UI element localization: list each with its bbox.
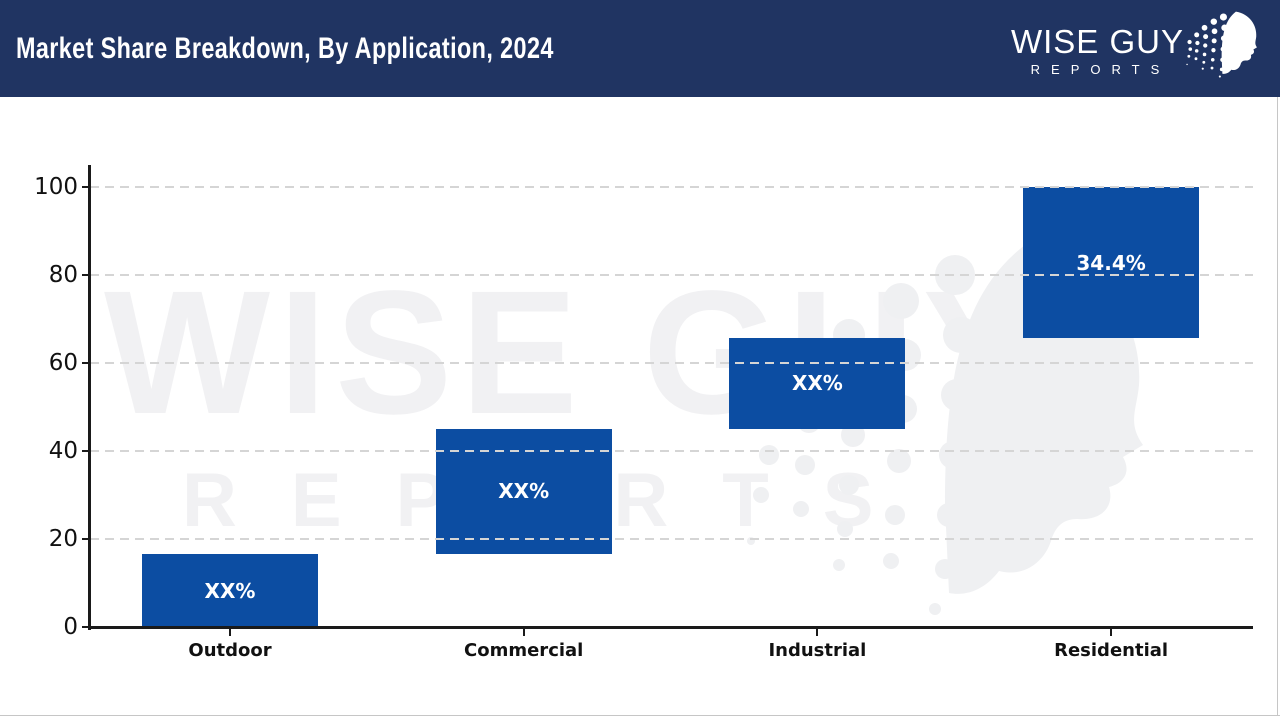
logo-head-dots-icon xyxy=(1186,11,1257,78)
x-tickmark-outdoor xyxy=(229,629,231,636)
y-tickmark-80 xyxy=(82,274,90,276)
y-tickmark-60 xyxy=(82,362,90,364)
bar-value-label-commercial: XX% xyxy=(498,479,550,504)
page-border-bottom xyxy=(0,715,1280,716)
y-tickmark-20 xyxy=(82,538,90,540)
bar-value-label-residential: 34.4% xyxy=(1076,250,1146,275)
bar-industrial xyxy=(729,338,906,429)
x-axis-line xyxy=(88,626,1253,629)
x-category-label-outdoor: Outdoor xyxy=(188,640,272,661)
x-category-label-commercial: Commercial xyxy=(464,640,584,661)
logo-text: WISE GUY REPORTS xyxy=(1011,25,1184,76)
gridline-100 xyxy=(90,186,1253,188)
wiseguy-logo: WISE GUY REPORTS xyxy=(1011,6,1268,94)
y-tick-label-20: 20 xyxy=(48,526,78,552)
x-tickmark-residential xyxy=(1110,629,1113,636)
x-category-label-industrial: Industrial xyxy=(768,640,867,661)
chart-area: WISE GUY REPORTS 020406080100XX%OutdoorX… xyxy=(0,97,1280,717)
y-tick-label-100: 100 xyxy=(34,174,78,200)
x-tickmark-industrial xyxy=(816,629,819,636)
x-category-label-residential: Residential xyxy=(1054,640,1169,661)
y-tick-label-60: 60 xyxy=(48,350,78,376)
y-tick-label-0: 0 xyxy=(63,614,78,640)
bar-outdoor xyxy=(142,554,318,627)
y-tick-label-80: 80 xyxy=(48,262,78,288)
y-tickmark-40 xyxy=(82,450,90,452)
header-banner: Market Share Breakdown, By Application, … xyxy=(0,0,1280,97)
gridline-40 xyxy=(90,450,1253,452)
bar-commercial xyxy=(435,428,612,555)
gridline-20 xyxy=(90,538,1253,540)
y-axis-line xyxy=(88,165,91,630)
page-title: Market Share Breakdown, By Application, … xyxy=(16,31,554,65)
x-tickmark-commercial xyxy=(522,629,525,636)
bar-value-label-outdoor: XX% xyxy=(204,578,256,603)
gridline-80 xyxy=(90,274,1253,276)
bar-residential xyxy=(1023,187,1200,339)
logo-subtitle: REPORTS xyxy=(1030,61,1171,77)
page-border-right xyxy=(1277,97,1278,715)
y-tick-label-40: 40 xyxy=(48,438,78,464)
gridline-60 xyxy=(90,362,1253,364)
logo-wordmark: WISE GUY xyxy=(1010,22,1184,60)
bar-value-label-industrial: XX% xyxy=(791,371,843,396)
y-tickmark-0 xyxy=(82,626,90,628)
y-tickmark-100 xyxy=(82,186,90,188)
